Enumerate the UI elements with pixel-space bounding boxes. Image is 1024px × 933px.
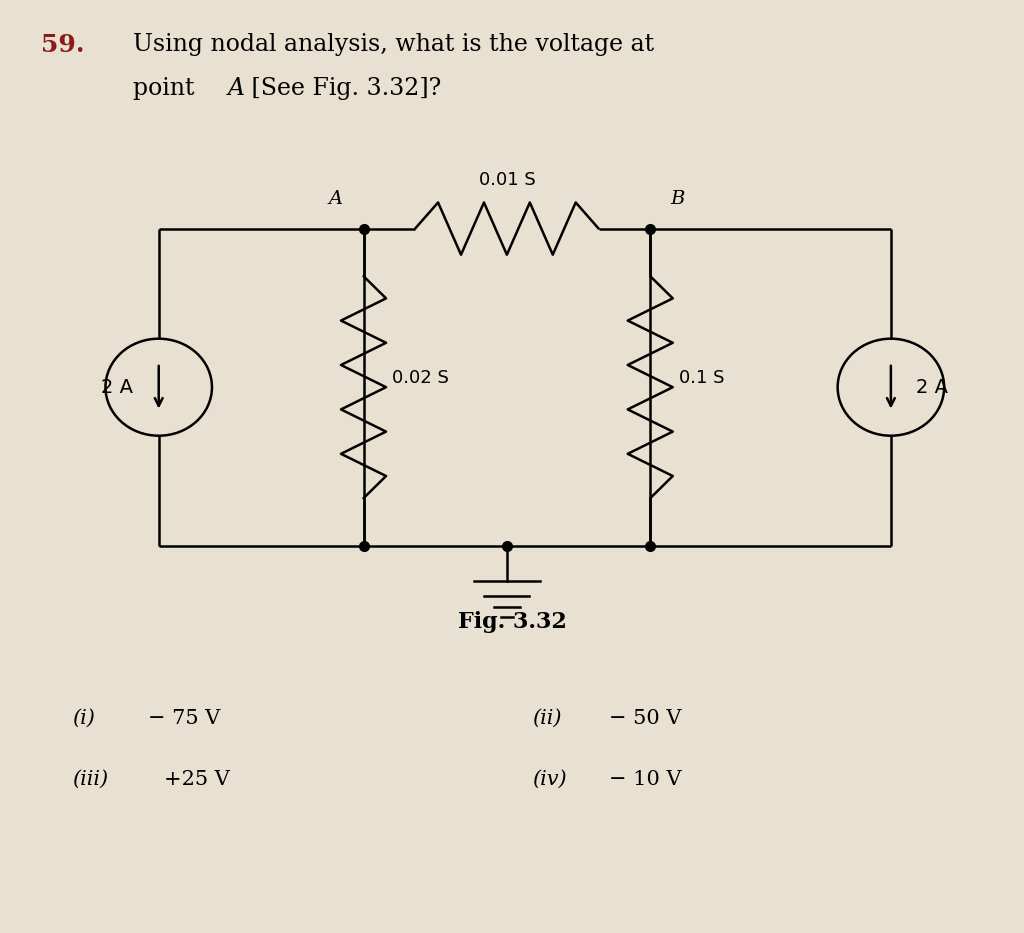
Text: A: A [227, 77, 245, 100]
Text: − 50 V: − 50 V [609, 709, 682, 728]
Text: 0.02 S: 0.02 S [392, 369, 450, 387]
Text: Fig. 3.32: Fig. 3.32 [458, 611, 566, 634]
Text: 2 A: 2 A [916, 378, 948, 397]
Text: (iv): (iv) [532, 770, 567, 788]
Text: A: A [329, 190, 343, 208]
Text: 2 A: 2 A [101, 378, 133, 397]
Text: [See Fig. 3.32]?: [See Fig. 3.32]? [244, 77, 441, 100]
Text: (iii): (iii) [72, 770, 108, 788]
Text: − 10 V: − 10 V [609, 770, 682, 788]
Text: (i): (i) [72, 709, 94, 728]
Text: +25 V: +25 V [164, 770, 229, 788]
Text: 0.1 S: 0.1 S [679, 369, 724, 387]
Text: − 75 V: − 75 V [148, 709, 221, 728]
Text: 0.01 S: 0.01 S [478, 172, 536, 189]
Text: 59.: 59. [41, 33, 84, 57]
Text: (ii): (ii) [532, 709, 562, 728]
Text: B: B [671, 190, 685, 208]
Text: Using nodal analysis, what is the voltage at: Using nodal analysis, what is the voltag… [133, 33, 654, 56]
Text: point: point [133, 77, 202, 100]
